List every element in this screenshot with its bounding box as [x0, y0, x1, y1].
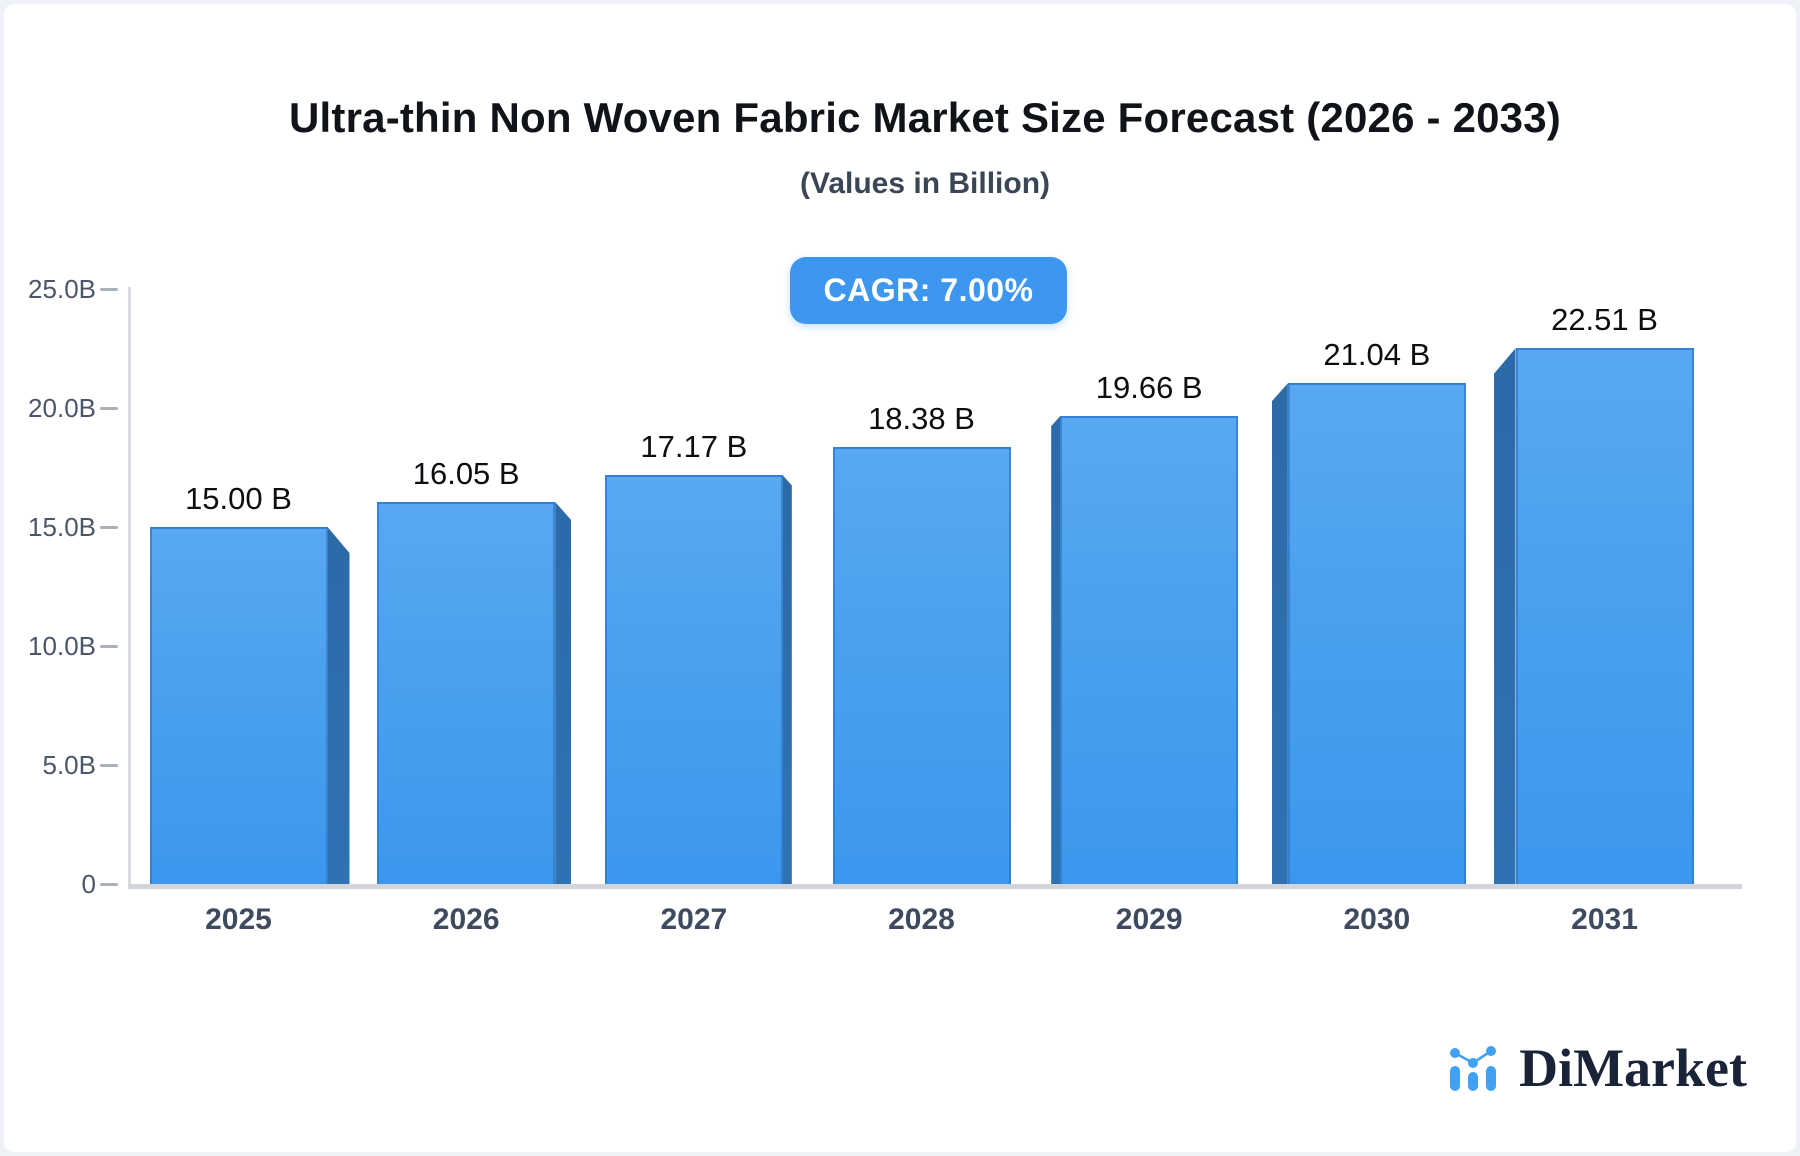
y-axis-tick-mark — [100, 883, 118, 886]
x-axis-year-label: 2031 — [1571, 903, 1638, 936]
bar-3d-side — [1271, 383, 1288, 884]
bar-2029 — [1060, 416, 1239, 884]
y-axis-tick-label: 5.0B — [42, 750, 97, 780]
dimarket-logo: DiMarket — [1447, 1038, 1747, 1098]
bar-value-label: 15.00 B — [185, 481, 292, 516]
y-axis-tick-label: 15.0B — [28, 512, 96, 542]
bar-line-chart-icon — [1450, 1046, 1497, 1091]
bar-value-label: 19.66 B — [1095, 370, 1203, 406]
bar-3d-side — [1493, 348, 1516, 884]
y-axis-tick-label: 20.0B — [28, 393, 96, 423]
x-axis-year-label: 2025 — [205, 903, 272, 936]
x-axis-year-label: 2027 — [660, 903, 728, 936]
bar-2027 — [604, 475, 783, 884]
logo-wordmark: DiMarket — [1519, 1038, 1747, 1098]
bar-value-label: 22.51 B — [1551, 302, 1658, 338]
bar-value-label: 18.38 B — [868, 400, 975, 436]
x-axis-year-label: 2026 — [432, 903, 500, 936]
bar-3d-side — [327, 527, 350, 884]
chart-subtitle: (Values in Billion) — [799, 167, 1051, 200]
bar-3d-side — [555, 502, 572, 884]
y-axis-tick-mark — [100, 526, 118, 529]
bar-2031 — [1515, 348, 1694, 884]
x-axis-year-label: 2028 — [888, 903, 955, 936]
y-axis-tick-mark — [100, 407, 118, 410]
bar-2025 — [149, 527, 328, 884]
y-axis-tick-label: 0 — [81, 869, 96, 899]
cagr-badge: CAGR: 7.00% — [790, 257, 1067, 324]
y-axis-tick-label: 25.0B — [28, 274, 96, 304]
y-axis-tick-mark — [100, 764, 118, 767]
y-axis-tick-mark — [100, 645, 118, 648]
chart-title: Ultra-thin Non Woven Fabric Market Size … — [289, 94, 1561, 141]
y-axis-line — [128, 287, 131, 888]
bar-value-label: 17.17 B — [640, 429, 748, 465]
bar-3d-side — [782, 475, 792, 884]
bar-2026 — [377, 502, 556, 884]
y-axis-tick-label: 10.0B — [28, 631, 96, 661]
x-axis-year-label: 2029 — [1115, 903, 1183, 936]
bar-2028 — [832, 446, 1011, 884]
cagr-badge-label: CAGR: 7.00% — [823, 272, 1034, 308]
x-axis-baseline — [128, 884, 1742, 889]
bar-value-label: 16.05 B — [412, 456, 520, 491]
x-axis-year-label: 2030 — [1343, 903, 1411, 936]
y-axis-tick-mark — [100, 288, 118, 291]
bar-2030 — [1287, 383, 1466, 884]
bar-value-label: 21.04 B — [1323, 337, 1431, 373]
bar-3d-side — [1051, 416, 1061, 884]
